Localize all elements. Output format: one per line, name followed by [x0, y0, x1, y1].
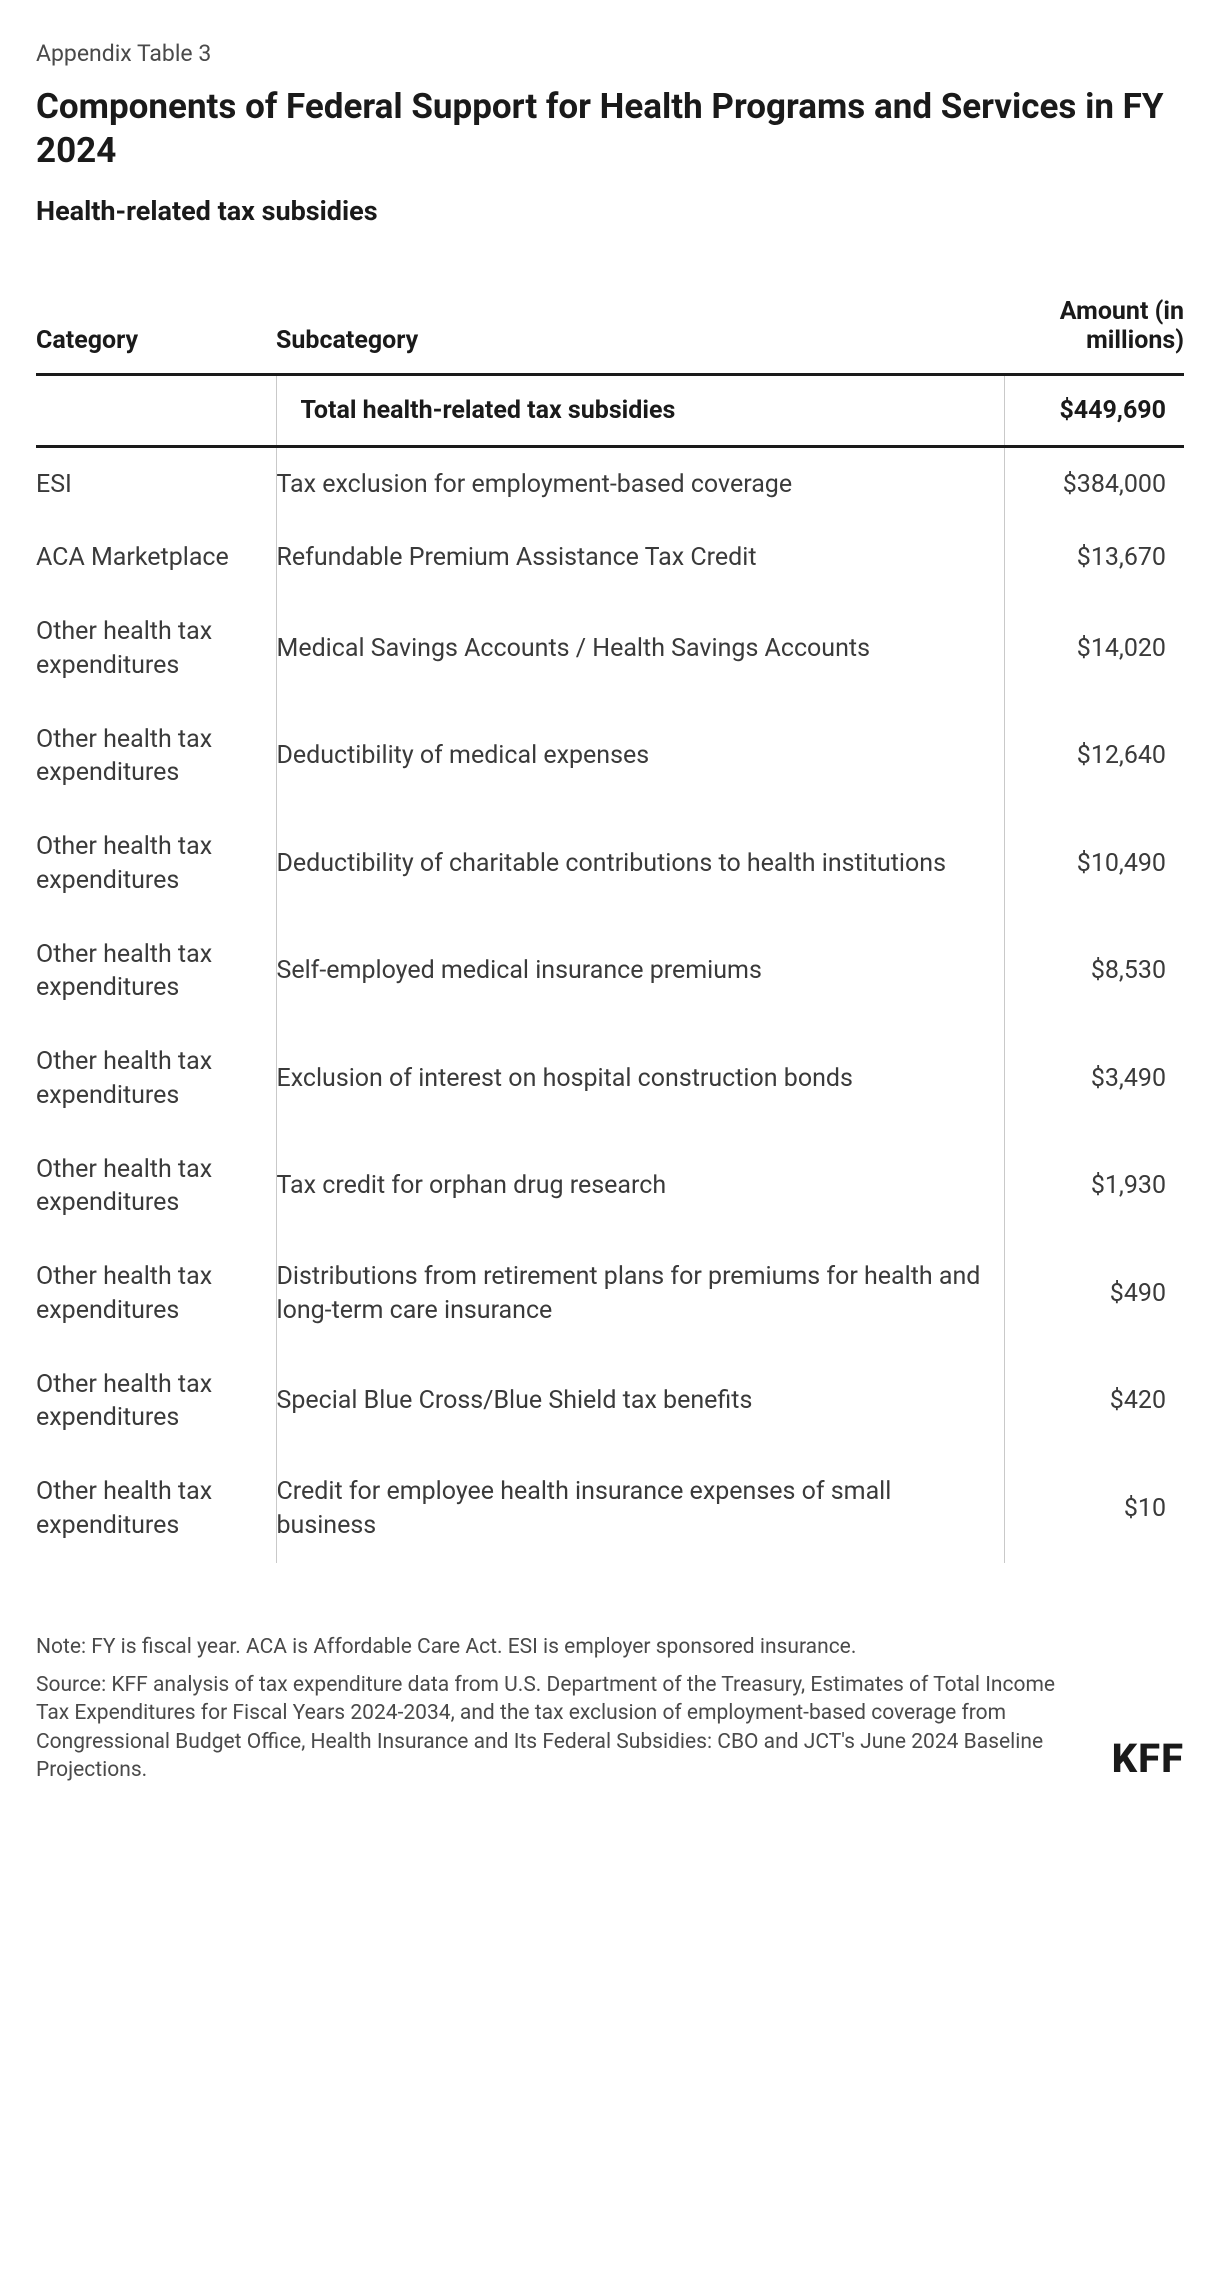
total-category [36, 374, 276, 446]
footer-source: Source: KFF analysis of tax expenditure … [36, 1671, 1088, 1784]
col-header-amount: Amount (in millions) [1004, 297, 1184, 375]
cell-category: Other health tax expenditures [36, 1240, 276, 1348]
cell-amount: $14,020 [1004, 595, 1184, 703]
cell-subcategory: Deductibility of medical expenses [276, 703, 1004, 811]
col-header-category: Category [36, 297, 276, 375]
table-row: Other health tax expendituresTax credit … [36, 1133, 1184, 1241]
cell-amount: $384,000 [1004, 446, 1184, 521]
table-total-row: Total health-related tax subsidies $449,… [36, 374, 1184, 446]
table-row: ACA MarketplaceRefundable Premium Assist… [36, 521, 1184, 595]
subsidies-table: Category Subcategory Amount (in millions… [36, 297, 1184, 1563]
cell-subcategory: Tax credit for orphan drug research [276, 1133, 1004, 1241]
footer: Note: FY is fiscal year. ACA is Affordab… [36, 1633, 1184, 1785]
table-row: Other health tax expendituresCredit for … [36, 1455, 1184, 1563]
table-row: Other health tax expendituresSpecial Blu… [36, 1348, 1184, 1456]
cell-amount: $10 [1004, 1455, 1184, 1563]
table-row: Other health tax expendituresDeductibili… [36, 810, 1184, 918]
cell-subcategory: Deductibility of charitable contribution… [276, 810, 1004, 918]
cell-category: Other health tax expenditures [36, 703, 276, 811]
table-header-row: Category Subcategory Amount (in millions… [36, 297, 1184, 375]
table-body: Total health-related tax subsidies $449,… [36, 374, 1184, 1563]
supertitle: Appendix Table 3 [36, 40, 1184, 67]
cell-amount: $420 [1004, 1348, 1184, 1456]
footer-text: Note: FY is fiscal year. ACA is Affordab… [36, 1633, 1088, 1785]
cell-amount: $490 [1004, 1240, 1184, 1348]
table-row: Other health tax expendituresExclusion o… [36, 1025, 1184, 1133]
cell-amount: $3,490 [1004, 1025, 1184, 1133]
kff-logo: KFF [1112, 1735, 1184, 1784]
table-row: Other health tax expendituresDistributio… [36, 1240, 1184, 1348]
cell-subcategory: Refundable Premium Assistance Tax Credit [276, 521, 1004, 595]
cell-subcategory: Exclusion of interest on hospital constr… [276, 1025, 1004, 1133]
total-subcategory: Total health-related tax subsidies [276, 374, 1004, 446]
cell-amount: $13,670 [1004, 521, 1184, 595]
cell-category: ESI [36, 446, 276, 521]
cell-category: Other health tax expenditures [36, 595, 276, 703]
table-row: Other health tax expendituresSelf-employ… [36, 918, 1184, 1026]
cell-amount: $8,530 [1004, 918, 1184, 1026]
cell-category: Other health tax expenditures [36, 810, 276, 918]
cell-category: ACA Marketplace [36, 521, 276, 595]
page-subtitle: Health-related tax subsidies [36, 195, 1184, 227]
cell-category: Other health tax expenditures [36, 1348, 276, 1456]
cell-subcategory: Special Blue Cross/Blue Shield tax benef… [276, 1348, 1004, 1456]
footer-note: Note: FY is fiscal year. ACA is Affordab… [36, 1633, 1088, 1661]
cell-category: Other health tax expenditures [36, 1455, 276, 1563]
cell-category: Other health tax expenditures [36, 1025, 276, 1133]
table-row: ESITax exclusion for employment-based co… [36, 446, 1184, 521]
table-row: Other health tax expendituresDeductibili… [36, 703, 1184, 811]
page-title: Components of Federal Support for Health… [36, 85, 1184, 173]
col-header-subcategory: Subcategory [276, 297, 1004, 375]
cell-subcategory: Credit for employee health insurance exp… [276, 1455, 1004, 1563]
cell-amount: $10,490 [1004, 810, 1184, 918]
cell-category: Other health tax expenditures [36, 1133, 276, 1241]
cell-amount: $12,640 [1004, 703, 1184, 811]
cell-subcategory: Distributions from retirement plans for … [276, 1240, 1004, 1348]
total-amount: $449,690 [1004, 374, 1184, 446]
cell-subcategory: Medical Savings Accounts / Health Saving… [276, 595, 1004, 703]
table-row: Other health tax expendituresMedical Sav… [36, 595, 1184, 703]
cell-subcategory: Self-employed medical insurance premiums [276, 918, 1004, 1026]
cell-subcategory: Tax exclusion for employment-based cover… [276, 446, 1004, 521]
cell-amount: $1,930 [1004, 1133, 1184, 1241]
cell-category: Other health tax expenditures [36, 918, 276, 1026]
